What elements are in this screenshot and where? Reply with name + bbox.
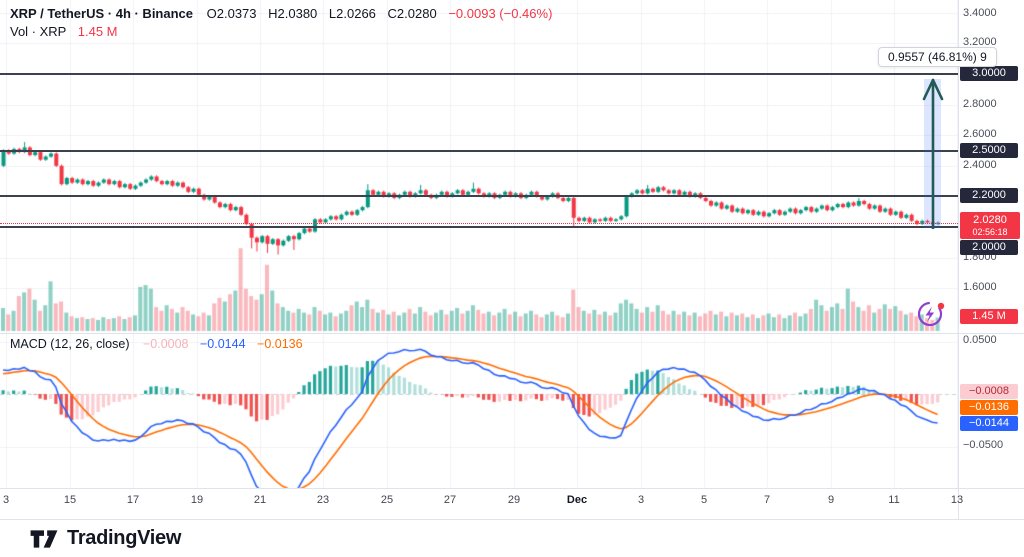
countdown: 02:56:18 bbox=[972, 226, 1008, 237]
time-axis-label[interactable]: 17 bbox=[126, 494, 140, 506]
time-axis-label[interactable]: 3 bbox=[637, 494, 645, 506]
price-line-badge: 2.0000 bbox=[960, 239, 1018, 255]
volume-header: Vol · XRP 1.45 M bbox=[10, 24, 118, 39]
macd-header: MACD (12, 26, close) −0.0008 −0.0144 −0.… bbox=[10, 337, 303, 351]
level-line[interactable] bbox=[0, 73, 958, 75]
last-price-line bbox=[0, 222, 958, 224]
time-axis-label[interactable]: 13 bbox=[950, 494, 964, 506]
time-axis-label[interactable]: 11 bbox=[888, 494, 900, 506]
time-axis-label[interactable]: 3 bbox=[2, 494, 10, 506]
macd-hist-value: −0.0008 bbox=[142, 337, 189, 351]
price-tick-label: 3.2000 bbox=[963, 36, 997, 48]
volume-value: 1.45 M bbox=[77, 24, 118, 39]
time-axis-label[interactable]: 5 bbox=[700, 494, 708, 506]
last-price-badge: 2.0280 02:56:18 bbox=[960, 212, 1020, 239]
macd-value-badge: −0.0144 bbox=[960, 415, 1018, 431]
macd-value-badge: −0.0136 bbox=[960, 399, 1018, 415]
tradingview-logo-text[interactable]: TradingView bbox=[67, 527, 182, 549]
symbol-header: XRP / TetherUS · 4h · Binance O2.0373 H2… bbox=[10, 6, 552, 21]
price-tick-label: 2.8000 bbox=[963, 98, 997, 110]
footer: TradingView bbox=[0, 520, 1024, 557]
level-line[interactable] bbox=[0, 226, 958, 228]
macd-title[interactable]: MACD (12, 26, close) bbox=[10, 337, 130, 351]
footer-separator bbox=[0, 519, 1024, 520]
price-line-badge: 2.5000 bbox=[960, 142, 1018, 158]
time-axis-label[interactable]: 15 bbox=[63, 494, 77, 506]
price-tick-label: 1.6000 bbox=[963, 281, 997, 293]
time-axis-label[interactable]: 7 bbox=[763, 494, 771, 506]
ohlc-change: −0.0093 (−0.46%) bbox=[448, 6, 553, 21]
time-axis-label[interactable]: 21 bbox=[253, 494, 267, 506]
time-axis-separator bbox=[0, 488, 1024, 489]
measure-label[interactable]: 0.9557 (46.81%) 9 bbox=[878, 47, 997, 67]
time-axis-label[interactable]: 9 bbox=[827, 494, 835, 506]
price-tick-label: 2.6000 bbox=[963, 128, 997, 140]
tradingview-logo-icon[interactable] bbox=[29, 526, 59, 552]
symbol-title[interactable]: XRP / TetherUS · 4h · Binance bbox=[10, 6, 194, 21]
time-axis-label[interactable]: 23 bbox=[316, 494, 330, 506]
price-tick-label: 2.4000 bbox=[963, 159, 997, 171]
ohlc-low: L2.0266 bbox=[328, 6, 376, 21]
pane-separator[interactable] bbox=[0, 333, 1024, 334]
projection-arrow[interactable] bbox=[921, 72, 945, 234]
macd-signal-value: −0.0136 bbox=[257, 337, 303, 351]
ohlc-open: O2.0373 bbox=[206, 6, 257, 21]
price-line-badge: 2.2000 bbox=[960, 187, 1018, 203]
ohlc-close: C2.0280 bbox=[387, 6, 437, 21]
price-line-badge: 3.0000 bbox=[960, 65, 1018, 81]
price-axis-separator bbox=[958, 0, 959, 519]
ohlc-high: H2.0380 bbox=[268, 6, 318, 21]
level-line[interactable] bbox=[0, 195, 958, 198]
chart-canvas[interactable] bbox=[0, 0, 958, 519]
macd-line-value: −0.0144 bbox=[200, 337, 246, 351]
time-axis-label[interactable]: 25 bbox=[380, 494, 394, 506]
macd-tick-label: 0.0500 bbox=[963, 334, 997, 346]
time-axis-label[interactable]: 27 bbox=[443, 494, 457, 506]
last-price: 2.0280 bbox=[973, 214, 1007, 226]
volume-value-badge: 1.45 M bbox=[960, 308, 1018, 324]
macd-tick-label: −0.0500 bbox=[963, 439, 1004, 451]
level-line[interactable] bbox=[0, 149, 958, 152]
macd-value-badge: −0.0008 bbox=[960, 383, 1018, 399]
time-axis-label[interactable]: Dec bbox=[566, 494, 588, 506]
flash-icon[interactable] bbox=[916, 298, 948, 335]
price-tick-label: 3.4000 bbox=[963, 7, 997, 19]
time-axis-label[interactable]: 29 bbox=[507, 494, 521, 506]
time-axis-label[interactable]: 19 bbox=[190, 494, 204, 506]
volume-label[interactable]: Vol · XRP bbox=[10, 24, 67, 39]
